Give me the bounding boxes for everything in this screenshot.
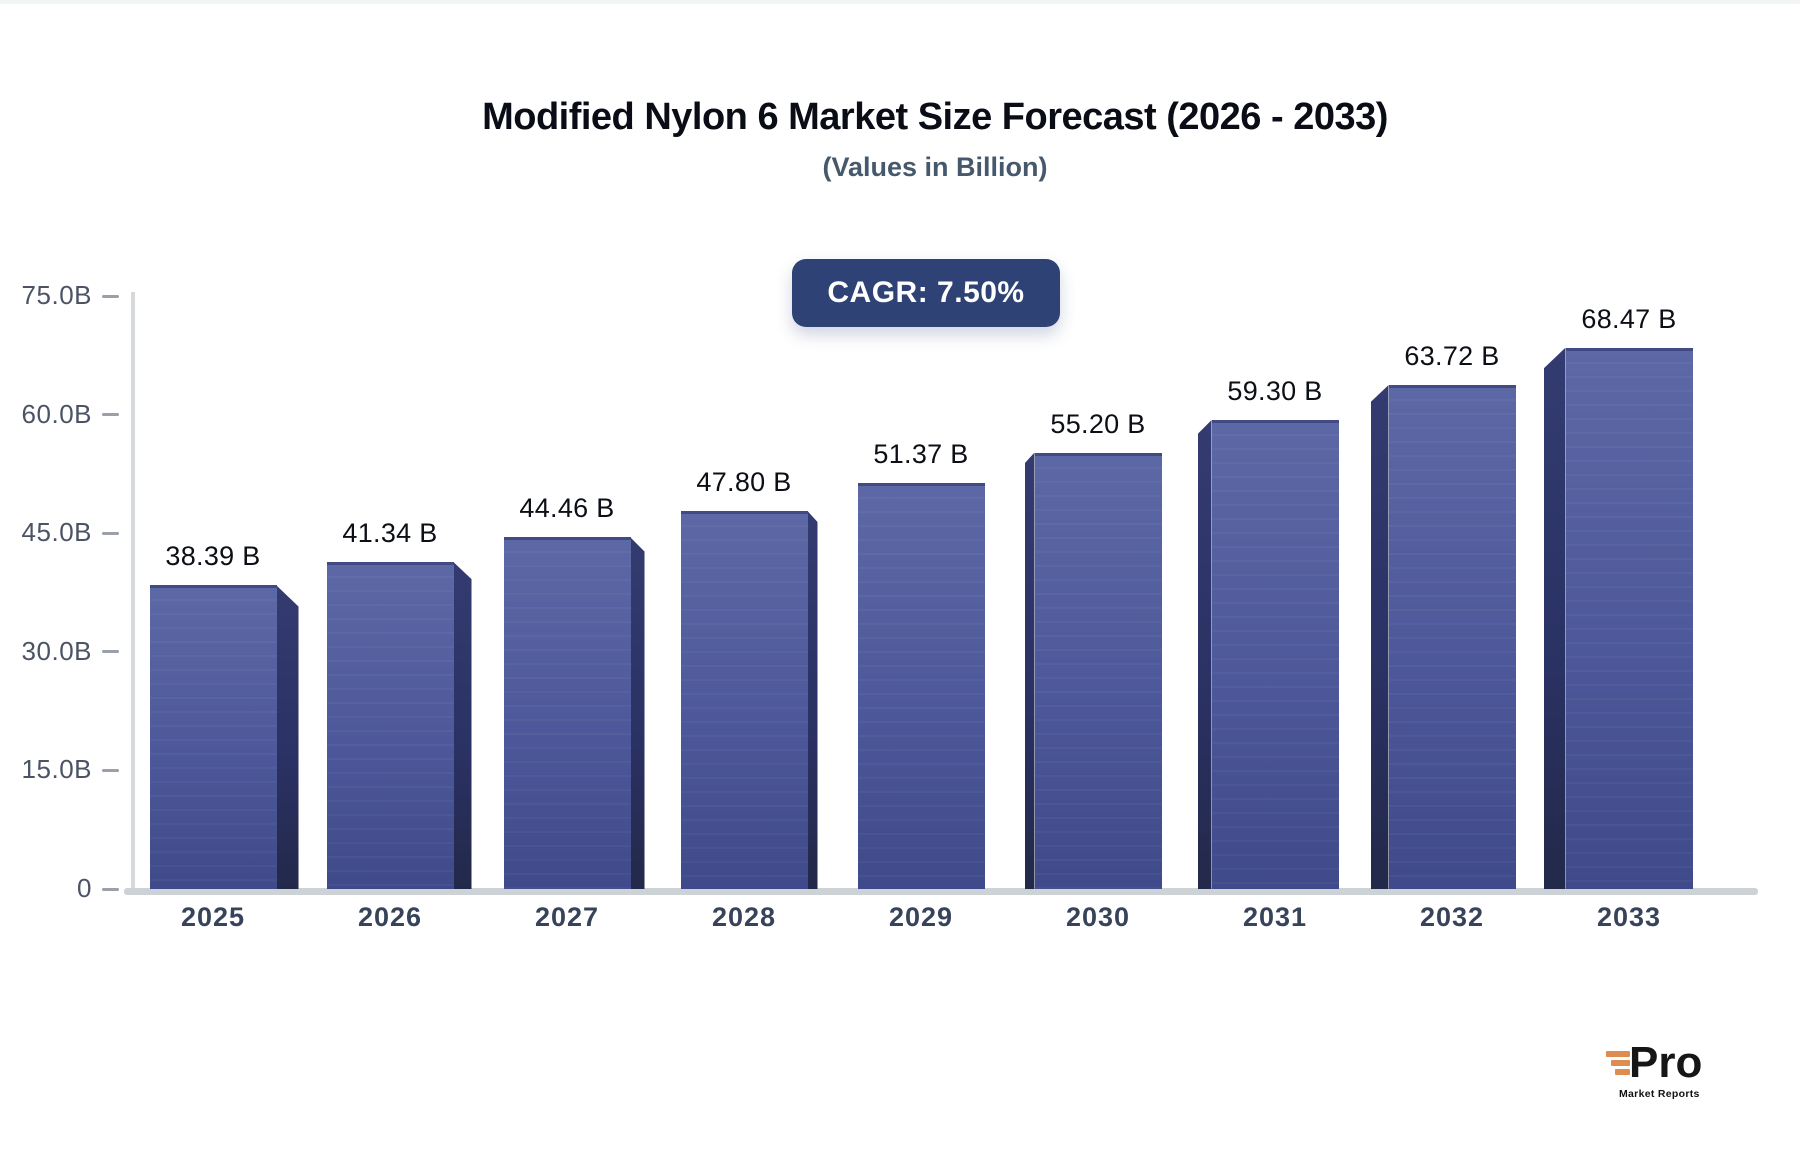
bar-value-label-2031: 59.30 B xyxy=(1227,376,1323,407)
cagr-badge-label: CAGR: 7.50% xyxy=(827,276,1025,309)
bar-value-label-2030: 55.20 B xyxy=(1050,408,1146,439)
bar-2032 xyxy=(1388,385,1516,889)
bar-2033 xyxy=(1565,347,1693,889)
bar-3d-side-2026 xyxy=(453,562,472,889)
bar-3d-side-2027 xyxy=(630,537,645,889)
bar-2027 xyxy=(503,537,631,889)
x-axis-label-2025: 2025 xyxy=(180,902,246,932)
bar-3d-side-2025 xyxy=(276,585,299,889)
bar-value-label-2025: 38.39 B xyxy=(165,541,261,572)
bar-3d-side-2028 xyxy=(807,511,818,889)
logo-flag-bars-icon xyxy=(1606,1051,1630,1078)
logo-brand-text: Pro xyxy=(1629,1038,1703,1087)
logo-flag-bar-2 xyxy=(1611,1060,1630,1066)
bar-value-label-2026: 41.34 B xyxy=(342,518,438,549)
bar-3d-side-2032 xyxy=(1370,385,1389,889)
y-axis-line xyxy=(131,292,135,892)
bar-value-label-2027: 44.46 B xyxy=(519,493,615,524)
y-axis-tick-label: 75.0B xyxy=(21,280,92,310)
y-axis-tick-label: 45.0B xyxy=(21,517,92,548)
y-axis-tick xyxy=(102,294,119,298)
y-axis-tick xyxy=(102,650,119,654)
logo-flag-bar-1 xyxy=(1606,1051,1630,1057)
x-axis-label-2033: 2033 xyxy=(1596,902,1662,932)
y-axis-tick xyxy=(102,887,119,891)
x-axis-baseline xyxy=(124,888,1758,895)
y-axis-tick-label: 0 xyxy=(77,873,92,903)
chart-subtitle: (Values in Billion) xyxy=(822,152,1048,182)
logo-tagline-text: Market Reports xyxy=(1619,1087,1700,1100)
bar-3d-side-2030 xyxy=(1024,452,1035,889)
bar-value-label-2029: 51.37 B xyxy=(873,438,969,469)
bar-2030 xyxy=(1034,452,1162,889)
y-axis-tick-label: 60.0B xyxy=(21,398,92,429)
y-axis-tick xyxy=(102,413,119,417)
x-axis-label-2032: 2032 xyxy=(1419,902,1485,932)
x-axis-label-2030: 2030 xyxy=(1065,902,1131,932)
bar-2026 xyxy=(326,562,454,889)
bar-value-label-2032: 63.72 B xyxy=(1404,341,1500,372)
bar-2025 xyxy=(149,585,277,889)
bar-chart-plot-area: 0 15.0B 30.0B 45.0B 60.0B 75.0B 38.39 B 2025 41.… xyxy=(0,4,1800,1156)
logo-row: Pro xyxy=(1606,1038,1703,1087)
x-axis-label-2027: 2027 xyxy=(534,902,600,932)
y-axis-tick-label: 30.0B xyxy=(21,635,92,666)
bar-2031 xyxy=(1211,420,1339,889)
y-axis-tick xyxy=(102,531,119,535)
x-axis-label-2026: 2026 xyxy=(357,902,423,932)
x-axis-label-2029: 2029 xyxy=(888,902,954,932)
bar-3d-side-2033 xyxy=(1543,347,1566,889)
logo-flag-bar-3 xyxy=(1615,1069,1630,1075)
chart-title: Modified Nylon 6 Market Size Forecast (2… xyxy=(482,96,1388,138)
bar-value-label-2033: 68.47 B xyxy=(1581,303,1677,334)
y-axis-tick-label: 15.0B xyxy=(21,754,92,785)
x-axis-label-2031: 2031 xyxy=(1242,902,1308,932)
y-axis-tick xyxy=(102,768,119,772)
x-axis-label-2028: 2028 xyxy=(711,902,777,932)
bar-3d-side-2031 xyxy=(1197,420,1212,889)
bar-value-label-2028: 47.80 B xyxy=(696,467,792,498)
bar-2028 xyxy=(680,511,808,889)
pro-market-reports-logo: Pro Market Reports xyxy=(1606,1038,1703,1100)
bar-2029 xyxy=(857,482,985,889)
cagr-badge: CAGR: 7.50% xyxy=(792,259,1060,327)
